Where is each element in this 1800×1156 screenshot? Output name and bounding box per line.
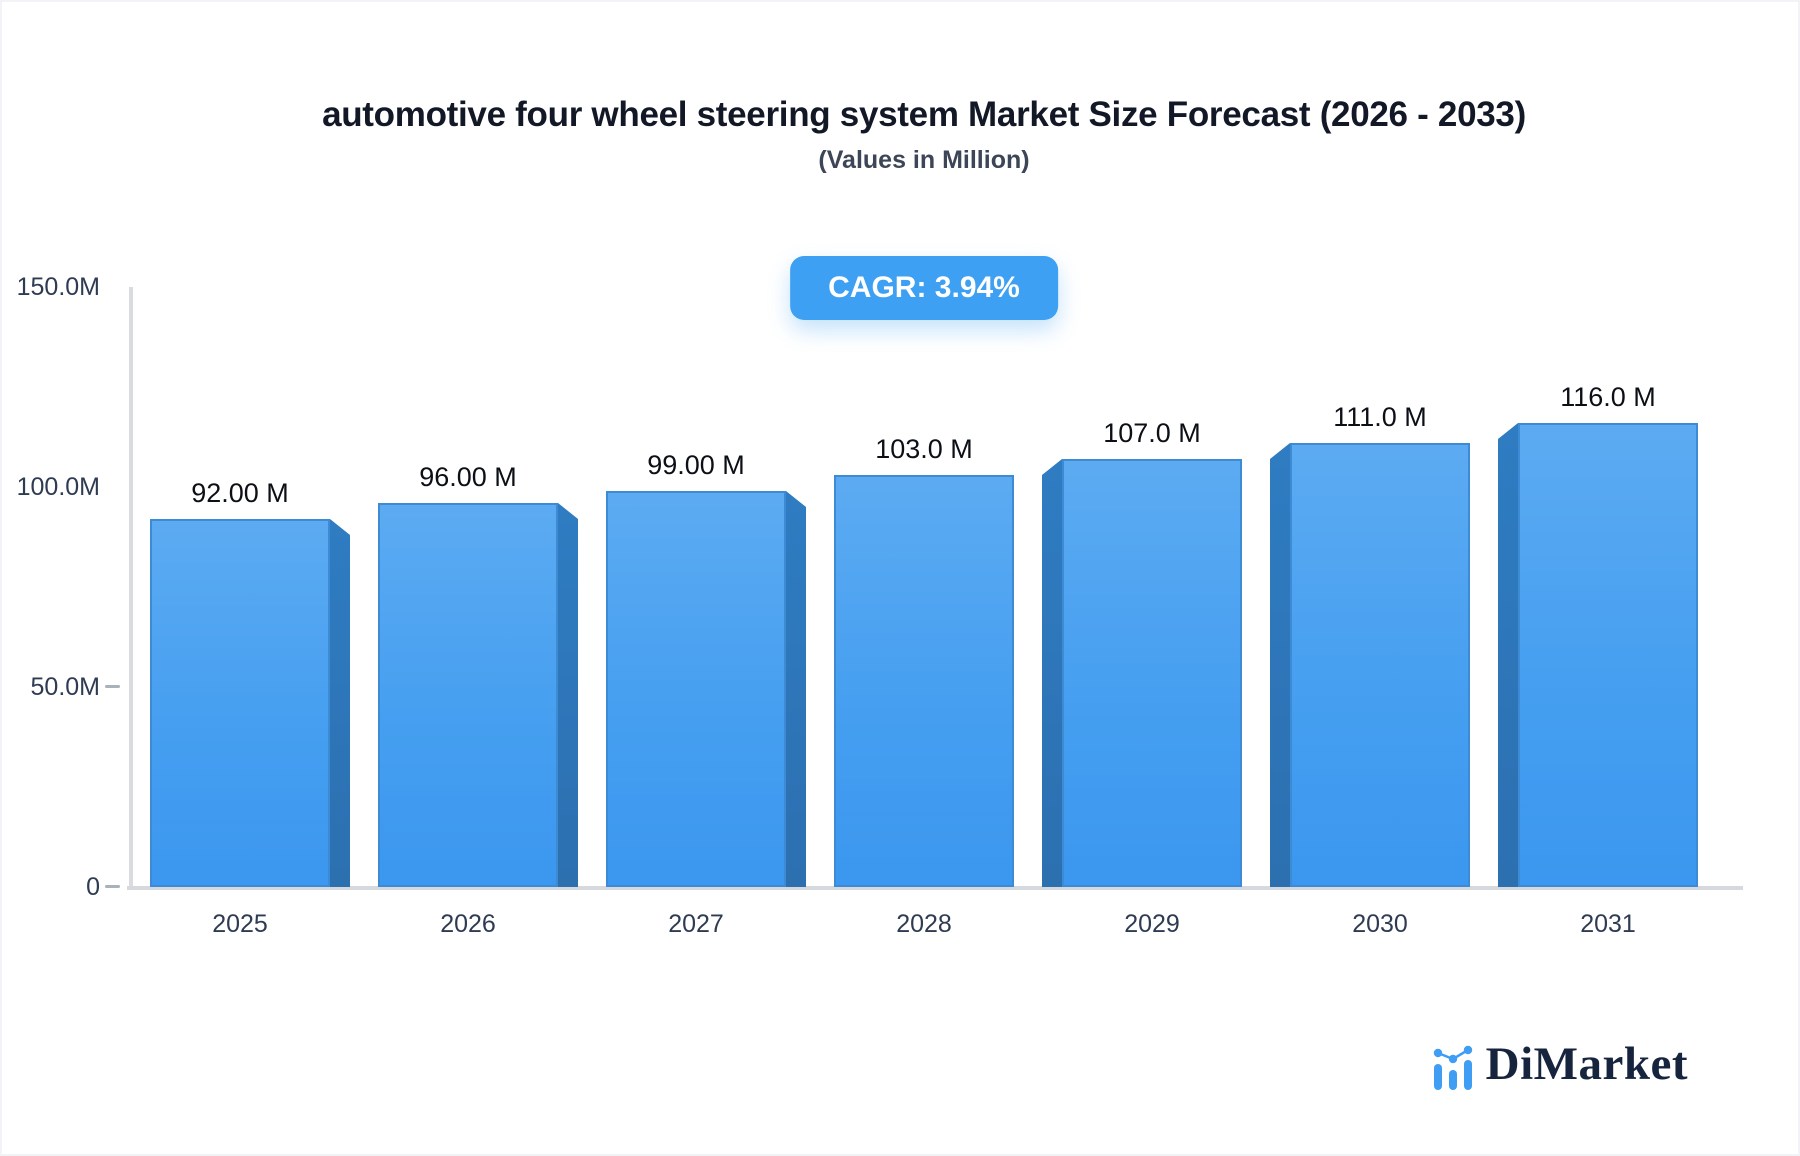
cagr-badge: CAGR: 3.94% bbox=[790, 256, 1058, 320]
y-tick-dash bbox=[105, 885, 120, 888]
x-axis-label: 2026 bbox=[440, 910, 496, 938]
y-tick-dash bbox=[105, 685, 120, 688]
bar-side-panel bbox=[786, 491, 806, 887]
bar-face bbox=[1062, 459, 1242, 887]
bar-side-panel bbox=[330, 519, 350, 887]
bar-value-label: 99.00 M bbox=[647, 450, 745, 480]
brand-name: DiMarket bbox=[1485, 1038, 1688, 1090]
y-tick-label: 100.0M bbox=[16, 473, 100, 501]
chart-subtitle: (Values in Million) bbox=[818, 146, 1030, 174]
bar-2026[interactable] bbox=[378, 503, 578, 887]
bar-value-label: 96.00 M bbox=[419, 462, 517, 492]
bar-face bbox=[150, 519, 330, 887]
dimarket-icon bbox=[1433, 1045, 1472, 1090]
x-axis-label: 2031 bbox=[1580, 910, 1636, 938]
x-axis-label: 2029 bbox=[1124, 910, 1180, 938]
bar-face bbox=[606, 491, 786, 887]
bar-face bbox=[378, 503, 558, 887]
x-axis-label: 2027 bbox=[668, 910, 724, 938]
y-tick-label: 50.0M bbox=[30, 673, 100, 701]
bar-face bbox=[1290, 443, 1470, 887]
bar-2028[interactable] bbox=[834, 475, 1014, 887]
bar-value-label: 116.0 M bbox=[1560, 382, 1656, 412]
bar-face bbox=[1518, 423, 1698, 887]
y-tick-label: 150.0M bbox=[16, 273, 100, 301]
x-axis-label: 2025 bbox=[212, 910, 268, 938]
bar-face bbox=[834, 475, 1014, 887]
bar-2025[interactable] bbox=[150, 519, 350, 887]
bar-2029[interactable] bbox=[1042, 459, 1242, 887]
bar-value-label: 107.0 M bbox=[1103, 418, 1201, 448]
x-axis-label: 2030 bbox=[1352, 910, 1408, 938]
bar-value-label: 103.0 M bbox=[875, 434, 973, 464]
bar-side-panel bbox=[1270, 443, 1290, 887]
bar-side-panel bbox=[1498, 423, 1518, 887]
chart-title: automotive four wheel steering system Ma… bbox=[322, 95, 1526, 134]
bar-2031[interactable] bbox=[1498, 423, 1698, 887]
y-tick-label: 0 bbox=[86, 873, 100, 901]
brand-logo: DiMarket bbox=[1432, 1040, 1688, 1090]
bar-2030[interactable] bbox=[1270, 443, 1470, 887]
bar-side-panel bbox=[558, 503, 578, 887]
bar-value-label: 92.00 M bbox=[191, 478, 289, 508]
x-axis-line bbox=[127, 886, 1743, 890]
x-axis-label: 2028 bbox=[896, 910, 952, 938]
bar-2027[interactable] bbox=[606, 491, 806, 887]
bar-value-label: 111.0 M bbox=[1333, 402, 1427, 432]
y-axis-line bbox=[129, 287, 133, 888]
bar-side-panel bbox=[1042, 459, 1062, 887]
